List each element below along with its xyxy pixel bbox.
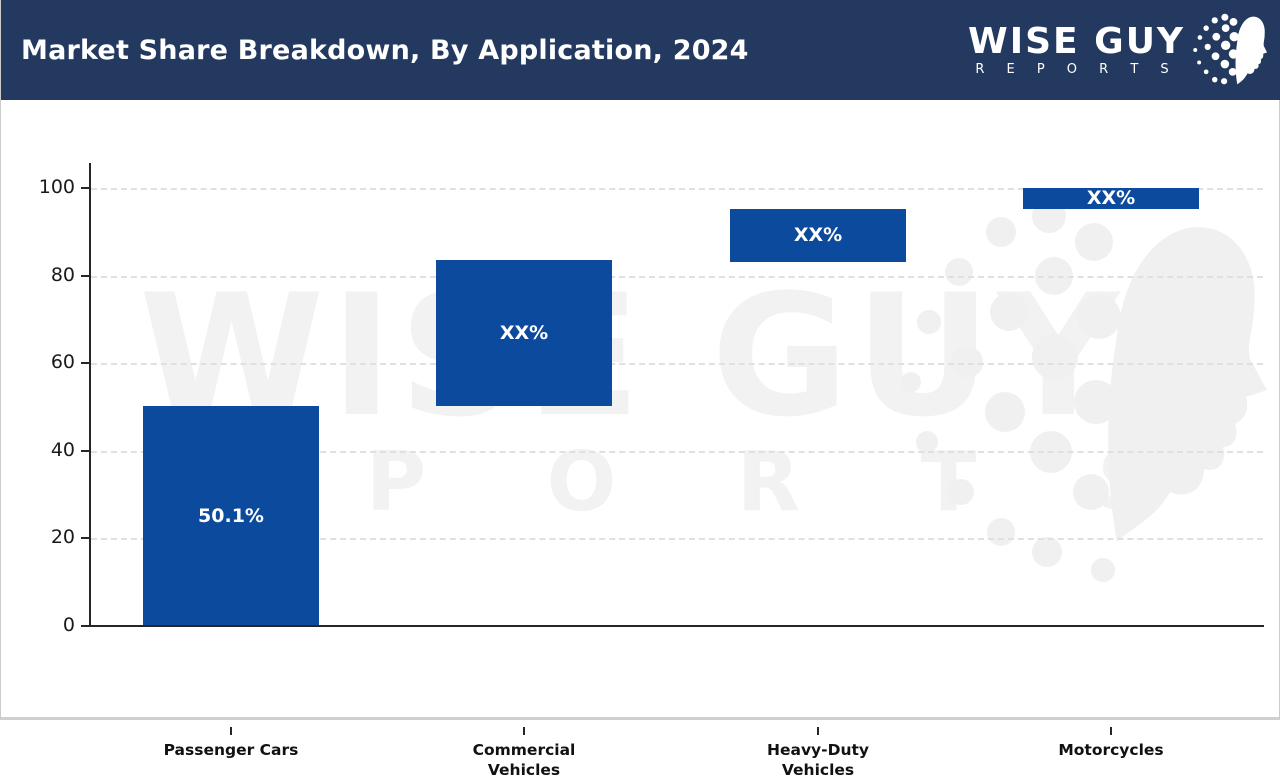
y-tick-label: 0 (62, 614, 75, 636)
x-axis-line (87, 625, 1264, 627)
page-title: Market Share Breakdown, By Application, … (21, 34, 749, 66)
gridline-60 (91, 363, 1263, 365)
gridline-80 (91, 276, 1263, 278)
y-tick (81, 625, 89, 627)
waterfall-chart: 50.1% XX% XX% XX% 100 80 60 40 20 0 Pass… (1, 100, 1280, 779)
logo-text: WISE GUY R E P O R T S (967, 20, 1185, 78)
bar-value-label: XX% (1086, 187, 1136, 209)
x-tick-label-line: Heavy-Duty (767, 741, 869, 759)
y-tick-label: 20 (50, 526, 75, 548)
x-tick-label-heavy-duty-vehicles: Heavy-Duty Vehicles (698, 740, 938, 780)
gridline-20 (91, 538, 1263, 540)
y-axis-line (89, 163, 91, 627)
y-tick (81, 537, 89, 539)
bar-commercial-vehicles: XX% (436, 260, 612, 406)
y-tick-label: 40 (50, 439, 75, 461)
bar-value-label: XX% (793, 224, 843, 246)
x-tick-label-commercial-vehicles: Commercial Vehicles (404, 740, 644, 780)
wise-guy-logo: WISE GUY R E P O R T S (968, 6, 1267, 94)
watermark-head-profile (901, 199, 1267, 582)
y-tick (81, 187, 89, 189)
y-tick-label: 60 (50, 351, 75, 373)
x-tick-label-line: Commercial (472, 741, 576, 759)
x-tick-label-line: Vehicles (781, 761, 855, 780)
bar-value-label: XX% (499, 321, 549, 344)
x-tick-label-line: Vehicles (487, 761, 561, 780)
x-tick-label-line: Passenger Cars (163, 741, 299, 759)
x-tick-label-passenger-cars: Passenger Cars (111, 740, 351, 760)
x-tick (523, 727, 525, 735)
logo-wordmark: WISE GUY (967, 20, 1185, 62)
watermark-reports: P O R T S (366, 435, 1203, 530)
x-tick-label-motorcycles: Motorcycles (991, 740, 1231, 760)
head-profile-icon (1193, 13, 1267, 85)
x-tick-label-line: Motorcycles (1058, 741, 1164, 759)
y-tick-label: 80 (50, 264, 75, 286)
gridline-100 (91, 188, 1263, 190)
y-tick (81, 450, 89, 452)
y-tick (81, 362, 89, 364)
x-tick (1110, 727, 1112, 735)
bar-heavy-duty-vehicles: XX% (730, 209, 906, 262)
bar-value-label: 50.1% (198, 504, 264, 527)
y-tick (81, 275, 89, 277)
header-bar: Market Share Breakdown, By Application, … (1, 0, 1280, 100)
x-tick (817, 727, 819, 735)
y-tick-label: 100 (38, 176, 75, 198)
bar-passenger-cars: 50.1% (143, 406, 319, 626)
logo-subtitle: R E P O R T S (975, 62, 1178, 78)
x-tick (230, 727, 232, 735)
gridline-40 (91, 451, 1263, 453)
bar-motorcycles: XX% (1023, 188, 1199, 209)
